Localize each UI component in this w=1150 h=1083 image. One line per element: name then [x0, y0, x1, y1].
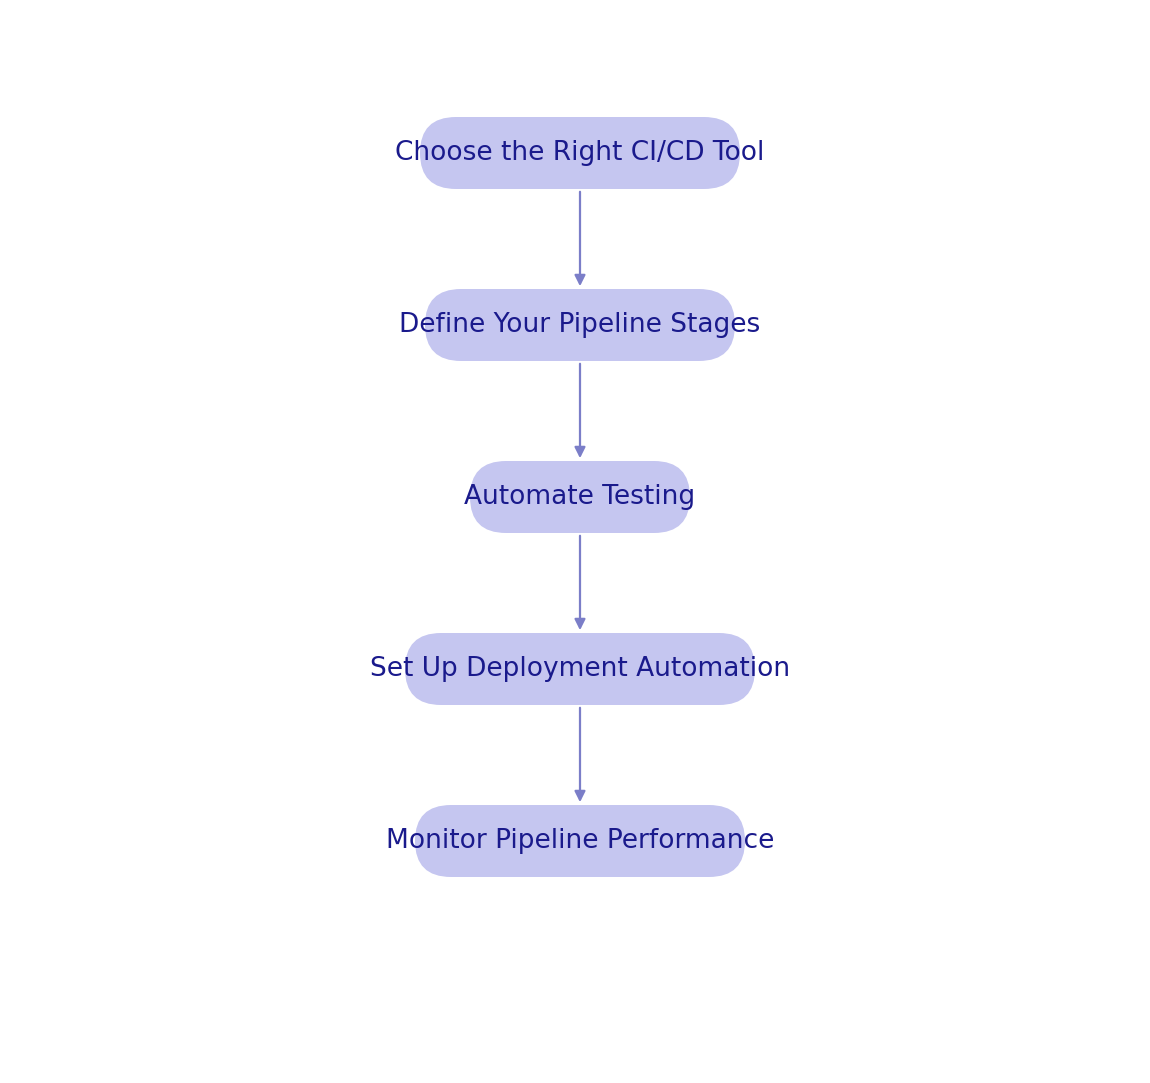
Text: Choose the Right CI/CD Tool: Choose the Right CI/CD Tool — [396, 140, 765, 166]
FancyBboxPatch shape — [426, 289, 735, 361]
FancyBboxPatch shape — [415, 805, 745, 877]
FancyBboxPatch shape — [420, 117, 739, 190]
Text: Automate Testing: Automate Testing — [465, 484, 696, 510]
Text: Monitor Pipeline Performance: Monitor Pipeline Performance — [385, 828, 774, 854]
FancyBboxPatch shape — [405, 632, 756, 705]
Text: Define Your Pipeline Stages: Define Your Pipeline Stages — [399, 312, 760, 338]
Text: Set Up Deployment Automation: Set Up Deployment Automation — [370, 656, 790, 682]
FancyBboxPatch shape — [470, 461, 690, 533]
